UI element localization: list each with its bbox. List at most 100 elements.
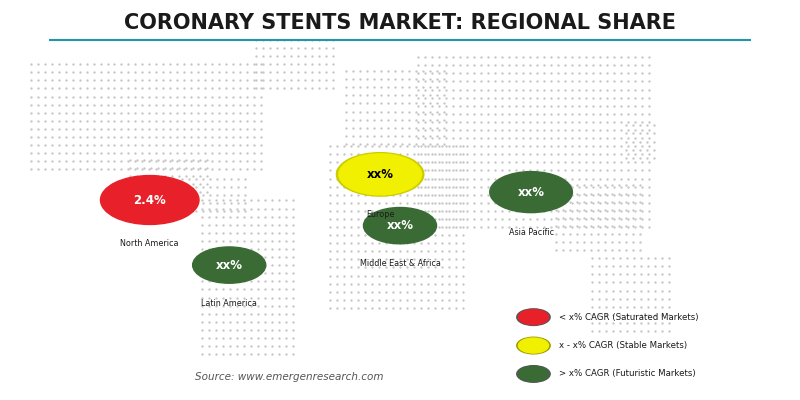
Point: [606, 239, 618, 245]
Point: [380, 280, 393, 287]
Point: [389, 141, 402, 147]
Point: [635, 86, 648, 93]
Point: [614, 263, 626, 270]
Point: [24, 93, 37, 100]
Point: [482, 135, 494, 141]
Point: [271, 45, 284, 51]
Point: [440, 62, 453, 68]
Point: [496, 54, 509, 60]
Point: [38, 118, 51, 124]
Point: [517, 70, 530, 77]
Point: [429, 280, 442, 287]
Point: [338, 297, 350, 303]
Point: [192, 118, 205, 124]
Point: [454, 224, 466, 230]
Point: [454, 111, 466, 117]
Point: [52, 126, 65, 132]
Point: [601, 102, 614, 109]
Point: [136, 118, 149, 124]
Point: [642, 119, 655, 125]
Point: [199, 150, 212, 156]
Point: [224, 254, 237, 260]
Point: [474, 127, 487, 133]
Point: [594, 78, 606, 85]
Point: [164, 77, 177, 84]
Point: [642, 287, 654, 294]
Point: [210, 302, 222, 309]
Point: [545, 192, 558, 198]
Point: [629, 54, 642, 60]
Point: [108, 142, 121, 148]
Point: [454, 184, 466, 190]
Point: [24, 150, 37, 156]
Point: [94, 85, 107, 92]
Point: [248, 110, 261, 116]
Point: [45, 126, 58, 132]
Point: [402, 116, 415, 123]
Point: [324, 151, 337, 158]
Text: North America: North America: [121, 240, 179, 248]
Point: [502, 167, 515, 174]
Point: [306, 69, 318, 76]
Point: [446, 208, 459, 214]
Point: [538, 184, 550, 190]
Point: [601, 175, 614, 182]
Point: [436, 143, 449, 149]
Point: [454, 192, 466, 198]
Point: [626, 247, 639, 253]
Point: [558, 62, 571, 68]
Point: [614, 208, 627, 214]
Text: CORONARY STENTS MARKET: REGIONAL SHARE: CORONARY STENTS MARKET: REGIONAL SHARE: [124, 13, 676, 33]
Point: [394, 216, 406, 222]
Point: [440, 192, 453, 198]
Point: [523, 135, 536, 141]
Point: [273, 262, 286, 268]
Point: [635, 127, 648, 133]
Point: [313, 37, 326, 43]
Point: [655, 320, 668, 326]
Point: [422, 192, 434, 198]
Point: [482, 78, 494, 85]
Point: [59, 93, 72, 100]
Point: [201, 165, 214, 171]
Point: [450, 288, 462, 295]
Point: [433, 62, 446, 68]
Point: [558, 216, 571, 222]
Point: [474, 216, 487, 222]
Point: [429, 288, 442, 295]
Point: [124, 189, 137, 196]
Point: [422, 159, 434, 166]
Point: [196, 294, 209, 301]
Point: [366, 167, 378, 174]
Point: [386, 305, 399, 311]
Point: [257, 69, 270, 76]
Point: [635, 135, 648, 141]
Point: [468, 111, 481, 117]
Point: [380, 200, 393, 206]
Point: [366, 297, 378, 303]
Point: [394, 297, 406, 303]
Point: [482, 143, 494, 149]
Point: [457, 256, 470, 262]
Point: [352, 184, 365, 190]
Point: [354, 124, 366, 131]
Point: [245, 238, 258, 244]
Point: [579, 208, 592, 214]
Point: [394, 192, 406, 198]
Point: [285, 77, 298, 84]
Point: [414, 167, 427, 174]
Point: [538, 224, 550, 230]
Point: [402, 84, 415, 90]
Point: [408, 272, 421, 279]
Point: [108, 134, 121, 140]
Point: [426, 200, 438, 206]
Point: [394, 288, 406, 295]
Point: [545, 54, 558, 60]
Point: [614, 304, 626, 310]
Point: [586, 296, 598, 302]
Point: [429, 240, 442, 246]
Point: [201, 181, 214, 188]
Point: [115, 102, 128, 108]
Point: [136, 150, 149, 156]
Point: [634, 279, 647, 286]
